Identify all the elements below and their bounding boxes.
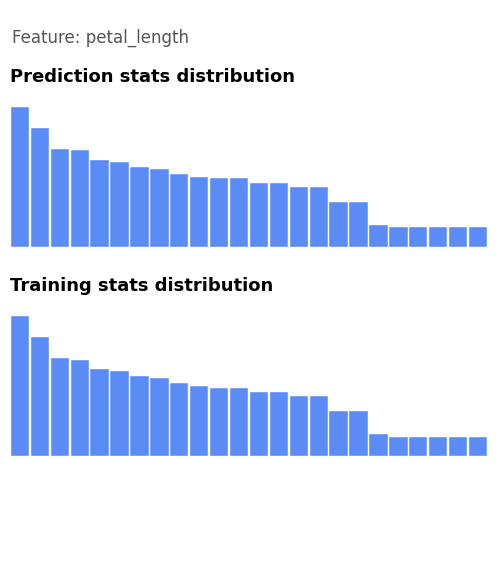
Bar	[330, 411, 348, 456]
Bar	[190, 177, 208, 247]
Bar	[130, 376, 148, 456]
Bar	[130, 167, 148, 247]
Bar	[230, 178, 248, 247]
Bar	[210, 178, 228, 247]
Bar	[31, 128, 49, 247]
Bar	[150, 378, 168, 456]
Bar	[429, 227, 447, 247]
Bar	[91, 160, 109, 247]
Bar	[250, 182, 268, 247]
Bar	[51, 358, 69, 456]
Bar	[290, 187, 308, 247]
Bar	[389, 227, 407, 247]
Bar	[310, 396, 328, 456]
Bar	[409, 227, 427, 247]
Bar	[111, 371, 128, 456]
Bar	[469, 227, 487, 247]
Bar	[449, 436, 467, 456]
Bar	[91, 370, 109, 456]
Bar	[71, 150, 89, 247]
Bar	[370, 433, 387, 456]
Bar	[330, 202, 348, 247]
Bar	[449, 227, 467, 247]
Text: Feature: petal_length: Feature: petal_length	[12, 29, 189, 47]
Text: Training stats distribution: Training stats distribution	[10, 277, 273, 295]
Bar	[270, 182, 288, 247]
Bar	[11, 107, 29, 247]
Bar	[370, 224, 387, 247]
Bar	[469, 436, 487, 456]
Bar	[350, 411, 368, 456]
Text: Prediction stats distribution: Prediction stats distribution	[10, 68, 295, 86]
Bar	[290, 396, 308, 456]
Bar	[31, 337, 49, 456]
Bar	[11, 316, 29, 456]
Bar	[170, 174, 188, 247]
Bar	[389, 436, 407, 456]
Bar	[71, 360, 89, 456]
Bar	[230, 388, 248, 456]
Bar	[350, 202, 368, 247]
Bar	[51, 149, 69, 247]
Bar	[150, 168, 168, 247]
Bar	[310, 187, 328, 247]
Bar	[210, 388, 228, 456]
Bar	[170, 383, 188, 456]
Bar	[409, 436, 427, 456]
Bar	[190, 386, 208, 456]
Bar	[250, 392, 268, 456]
Bar	[429, 436, 447, 456]
Bar	[270, 392, 288, 456]
Bar	[111, 162, 128, 247]
